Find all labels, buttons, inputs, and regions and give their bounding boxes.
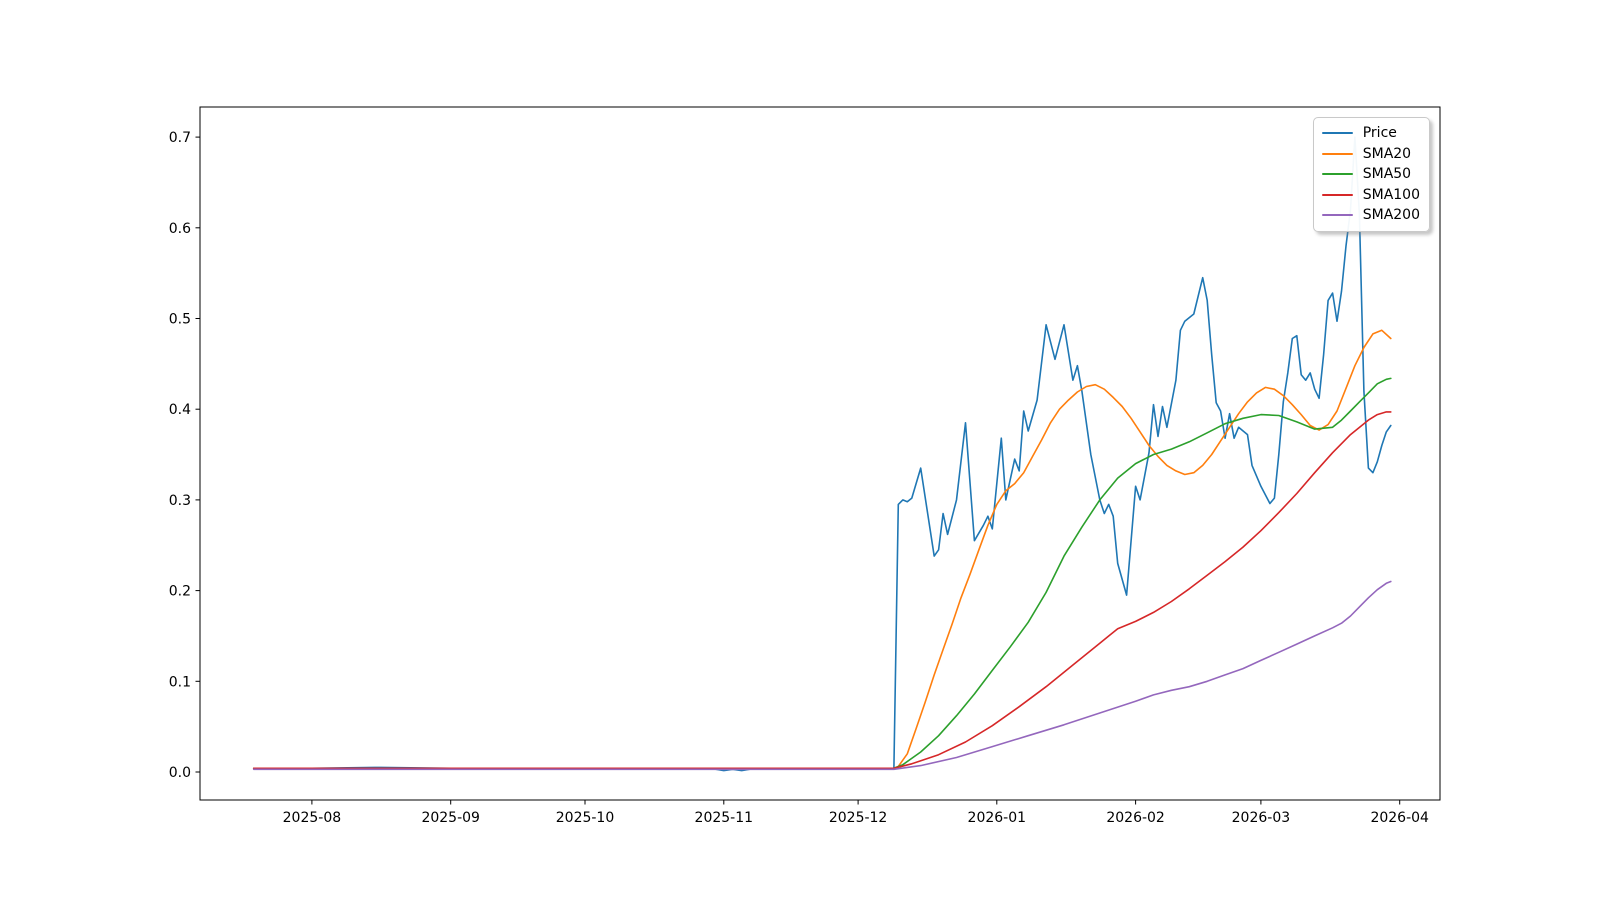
price-line-swatch-icon <box>1321 132 1353 135</box>
y-tick-label: 0.1 <box>169 674 191 690</box>
series-line-sma100 <box>252 411 1392 770</box>
x-tick-label: 2026-01 <box>968 810 1027 826</box>
legend-item-sma50: SMA50 <box>1321 164 1420 185</box>
series-line-sma200 <box>252 580 1392 771</box>
series-line-sma50 <box>252 377 1392 770</box>
legend-label: SMA200 <box>1362 207 1420 224</box>
legend-label: SMA50 <box>1362 166 1412 183</box>
legend-label: SMA20 <box>1362 145 1412 162</box>
sma20-line-swatch-icon <box>1321 152 1353 155</box>
x-tick-label: 2026-02 <box>1106 810 1165 826</box>
y-tick-label: 0.6 <box>169 221 191 237</box>
x-tick-label: 2025-10 <box>556 810 615 826</box>
legend-item-sma100: SMA100 <box>1321 185 1420 206</box>
sma200-line-swatch-icon <box>1321 214 1353 217</box>
x-tick-label: 2025-12 <box>829 810 888 826</box>
legend-label: SMA100 <box>1362 186 1420 203</box>
y-tick-label: 0.4 <box>169 402 191 418</box>
legend-item-price: Price <box>1321 123 1420 144</box>
sma50-line-swatch-icon <box>1321 173 1353 176</box>
plot-frame <box>199 106 1441 801</box>
y-tick-label: 0.3 <box>169 493 191 509</box>
x-tick-label: 2025-11 <box>695 810 754 826</box>
series-line-sma20 <box>252 329 1392 770</box>
x-axis: 2025-08 2025-09 2025-10 2025-11 2025-12 2026-… <box>283 800 1429 826</box>
x-tick-label: 2025-08 <box>283 810 342 826</box>
legend-item-sma20: SMA20 <box>1321 144 1420 165</box>
series-group <box>252 136 1392 772</box>
series-line-price <box>252 136 1392 772</box>
x-tick-label: 2026-04 <box>1370 810 1429 826</box>
x-tick-label: 2026-03 <box>1232 810 1291 826</box>
y-tick-label: 0.0 <box>169 765 191 781</box>
legend-item-sma200: SMA200 <box>1321 205 1420 226</box>
y-axis: 0.0 0.1 0.2 0.3 0.4 0.5 0.6 0.7 <box>169 130 200 781</box>
sma100-line-swatch-icon <box>1321 193 1353 196</box>
y-tick-label: 0.5 <box>169 312 191 328</box>
y-tick-label: 0.7 <box>169 130 191 146</box>
legend: Price SMA20 SMA50 SMA100 SMA200 <box>1312 117 1430 232</box>
legend-label: Price <box>1362 125 1397 142</box>
x-tick-label: 2025-09 <box>421 810 480 826</box>
y-tick-label: 0.2 <box>169 584 191 600</box>
